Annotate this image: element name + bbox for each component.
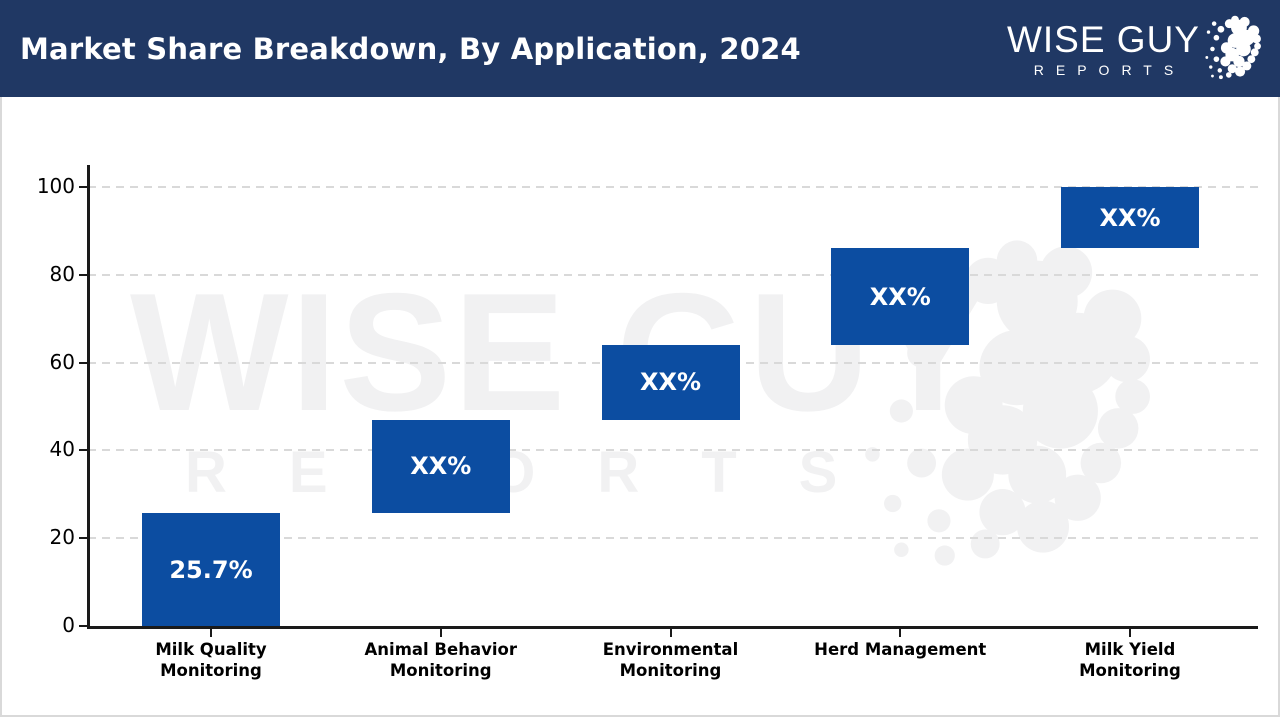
x-category-label: Milk Yield Monitoring [1079, 640, 1181, 680]
y-tick-label: 80 [49, 261, 75, 286]
y-axis-tick [79, 273, 88, 276]
wiseguy-logo: WISE GUY REPORTS [1007, 4, 1266, 94]
bar: XX% [831, 248, 970, 346]
y-tick-label: 0 [62, 613, 75, 637]
x-axis-tick [669, 629, 672, 637]
logo-text-reports: REPORTS [1033, 62, 1186, 78]
gridline [88, 273, 1258, 276]
bar: XX% [601, 345, 740, 420]
gridline [88, 186, 1258, 188]
x-category-label: Herd Management [814, 640, 987, 659]
bar-value-label: XX% [869, 282, 931, 311]
y-axis-tick [79, 537, 88, 540]
bar-value-label: 25.7% [169, 555, 253, 584]
x-axis-line [87, 626, 1258, 629]
x-axis-tick [210, 629, 212, 637]
bar: XX% [1061, 187, 1199, 249]
y-tick-label: 100 [36, 174, 75, 198]
header-bar: Market Share Breakdown, By Application, … [0, 0, 1280, 97]
bar-value-label: XX% [639, 368, 702, 397]
y-axis-tick [79, 361, 88, 364]
x-axis-tick [899, 629, 902, 637]
y-axis-tick [79, 625, 88, 627]
logo-wordmark: WISE GUY REPORTS [1007, 21, 1200, 77]
gridline [88, 449, 1258, 452]
bar-value-label: XX% [410, 452, 472, 481]
y-tick-label: 60 [49, 349, 75, 374]
bar-value-label: XX% [1099, 203, 1161, 232]
y-tick-label: 40 [49, 437, 75, 462]
logo-text-wiseguy: WISE GUY [1006, 19, 1200, 60]
y-axis-line [87, 165, 90, 629]
y-axis-tick [79, 449, 88, 452]
y-axis-tick [79, 186, 88, 188]
y-tick-label: 20 [49, 525, 75, 550]
x-axis-tick [1129, 629, 1131, 637]
x-axis-tick [439, 629, 442, 637]
gridline [88, 537, 1258, 540]
bar: 25.7% [142, 513, 280, 626]
page-title: Market Share Breakdown, By Application, … [20, 31, 801, 66]
bar: XX% [371, 419, 510, 514]
x-category-label: Environmental Monitoring [602, 640, 739, 680]
x-category-label: Milk Quality Monitoring [155, 640, 267, 680]
x-category-label: Animal Behavior Monitoring [364, 640, 517, 680]
